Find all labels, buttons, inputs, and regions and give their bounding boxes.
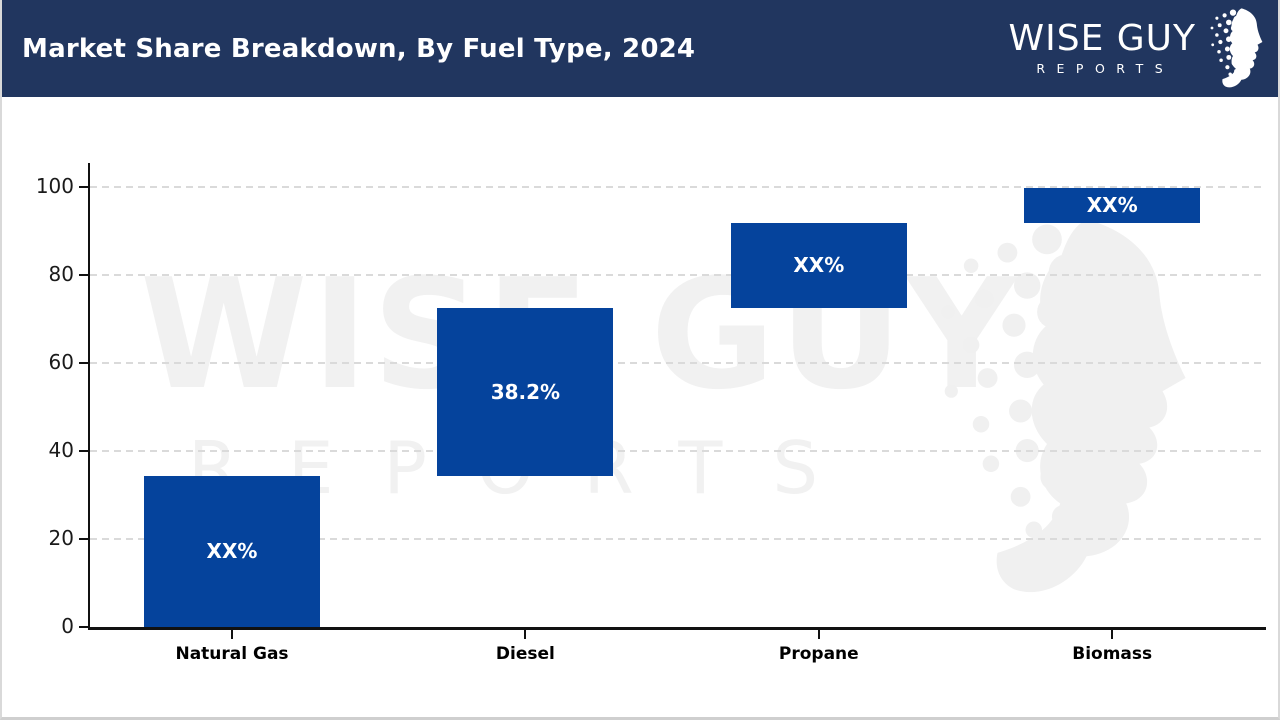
- y-tick-label: 0: [61, 614, 74, 639]
- y-tick-100: [79, 186, 88, 188]
- x-axis-label: Natural Gas: [175, 644, 289, 664]
- bar-value-label: 38.2%: [490, 379, 561, 404]
- y-tick-label: 100: [35, 174, 74, 199]
- report-header: Market Share Breakdown, By Fuel Type, 20…: [2, 0, 1278, 97]
- x-tick-2: [817, 630, 820, 639]
- x-tick-0: [231, 630, 233, 639]
- gridline-60: [90, 362, 1264, 364]
- y-tick-label: 40: [48, 438, 74, 463]
- y-tick-0: [79, 626, 88, 628]
- bar-value-label: XX%: [206, 539, 258, 564]
- bar-natural-gas: [144, 475, 320, 627]
- gridline-40: [90, 450, 1264, 452]
- bar-value-label: XX%: [793, 253, 845, 278]
- y-tick-label: 20: [48, 526, 74, 551]
- bar-diesel: [437, 307, 614, 476]
- y-tick-60: [79, 362, 88, 364]
- x-axis-label: Biomass: [1072, 644, 1153, 664]
- logo-head-icon: [1210, 7, 1263, 87]
- gridline-80: [90, 274, 1264, 276]
- gridline-100: [90, 186, 1264, 188]
- gridline-20: [90, 538, 1264, 540]
- page-title: Market Share Breakdown, By Fuel Type, 20…: [22, 33, 696, 64]
- chart-area: WISE GUY REPORTS 020406080100XX%Natural …: [2, 97, 1278, 717]
- waterfall-chart: 0 20 40 60 80 100 XX% Natural Gas 38.2% Diesel XX%…: [36, 163, 1266, 664]
- x-axis-label: Diesel: [495, 644, 555, 664]
- y-tick-40: [79, 450, 88, 452]
- brand-logo-text: WISE GUY REPORTS: [1008, 18, 1197, 77]
- bar-propane: [730, 222, 907, 308]
- y-tick-80: [79, 274, 88, 276]
- bar-biomass: [1024, 188, 1201, 223]
- x-axis-spine: [88, 627, 1266, 630]
- x-tick-3: [1111, 630, 1114, 639]
- y-tick-label: 80: [48, 262, 74, 287]
- logo-wordmark: WISE GUY: [1008, 18, 1196, 59]
- y-axis-spine: [88, 163, 90, 629]
- x-tick-1: [524, 630, 527, 639]
- brand-logo: WISE GUY REPORTS: [1009, 6, 1269, 92]
- bar-value-label: XX%: [1086, 193, 1138, 218]
- x-axis-label: Propane: [778, 644, 859, 664]
- logo-subtitle: REPORTS: [1036, 61, 1175, 76]
- y-tick-20: [79, 538, 88, 540]
- y-tick-label: 60: [48, 350, 74, 375]
